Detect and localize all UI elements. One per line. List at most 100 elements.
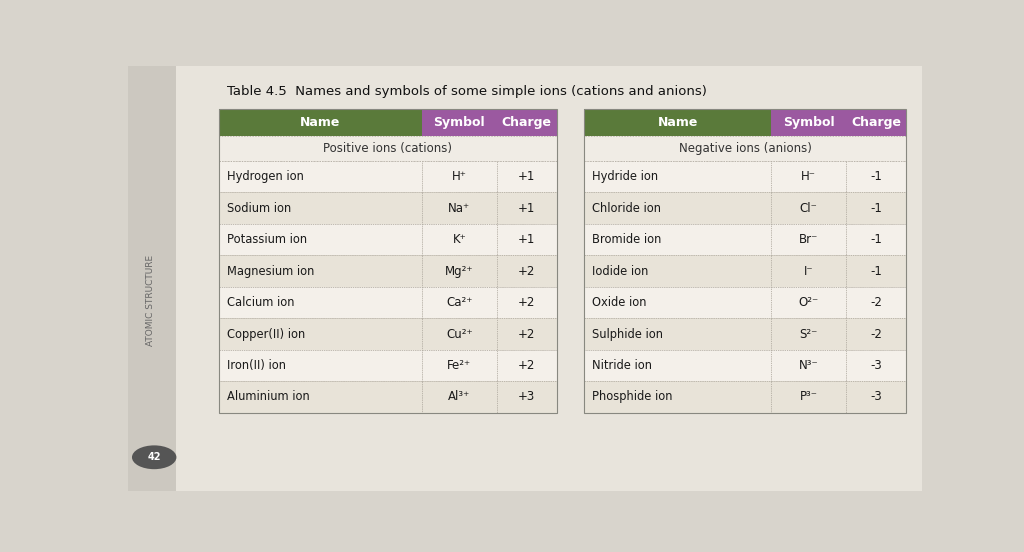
Text: -1: -1 (870, 201, 882, 215)
Text: +1: +1 (518, 170, 536, 183)
Text: Copper(II) ion: Copper(II) ion (227, 327, 305, 341)
Bar (771, 381, 846, 413)
Bar (585, 381, 771, 413)
Bar (771, 161, 846, 193)
Bar (219, 256, 422, 287)
Bar (846, 193, 905, 224)
Bar (771, 224, 846, 256)
Text: Al³⁺: Al³⁺ (449, 390, 470, 404)
Text: +2: +2 (518, 359, 536, 372)
Bar (585, 109, 905, 413)
Text: -1: -1 (870, 170, 882, 183)
Bar (585, 350, 771, 381)
Bar (585, 161, 771, 193)
Bar (771, 256, 846, 287)
Text: Nitride ion: Nitride ion (592, 359, 652, 372)
Text: +2: +2 (518, 327, 536, 341)
Bar (422, 224, 497, 256)
Text: ATOMIC STRUCTURE: ATOMIC STRUCTURE (145, 254, 155, 346)
Bar (497, 193, 557, 224)
Text: H⁻: H⁻ (801, 170, 816, 183)
Text: Symbol: Symbol (433, 116, 485, 129)
Text: Oxide ion: Oxide ion (592, 296, 647, 309)
Text: Cu²⁺: Cu²⁺ (446, 327, 473, 341)
Text: Bromide ion: Bromide ion (592, 233, 662, 246)
Text: +1: +1 (518, 233, 536, 246)
Bar (422, 319, 497, 350)
Bar (497, 350, 557, 381)
Bar (219, 193, 422, 224)
Bar (219, 224, 422, 256)
Bar (497, 256, 557, 287)
Text: Sulphide ion: Sulphide ion (592, 327, 664, 341)
Text: Name: Name (300, 116, 341, 129)
Text: Calcium ion: Calcium ion (227, 296, 295, 309)
Text: Table 4.5  Names and symbols of some simple ions (cations and anions): Table 4.5 Names and symbols of some simp… (227, 86, 708, 98)
Bar (585, 109, 771, 136)
Text: K⁺: K⁺ (453, 233, 466, 246)
Text: Phosphide ion: Phosphide ion (592, 390, 673, 404)
Bar (219, 319, 422, 350)
Bar (422, 350, 497, 381)
Bar (771, 319, 846, 350)
Circle shape (132, 445, 176, 469)
Bar (422, 381, 497, 413)
Bar (846, 109, 905, 136)
Text: Positive ions (cations): Positive ions (cations) (324, 142, 453, 155)
Text: N³⁻: N³⁻ (799, 359, 818, 372)
Bar (422, 109, 497, 136)
Text: 42: 42 (147, 452, 161, 462)
Bar (585, 319, 771, 350)
Text: Cl⁻: Cl⁻ (800, 201, 817, 215)
Bar (771, 109, 846, 136)
Text: Name: Name (657, 116, 697, 129)
Bar (497, 161, 557, 193)
Bar (128, 66, 176, 491)
Text: P³⁻: P³⁻ (800, 390, 817, 404)
Bar (585, 287, 771, 319)
Bar (422, 193, 497, 224)
Text: -1: -1 (870, 233, 882, 246)
Text: Hydrogen ion: Hydrogen ion (227, 170, 304, 183)
Text: Fe²⁺: Fe²⁺ (447, 359, 471, 372)
Text: Potassium ion: Potassium ion (227, 233, 307, 246)
Bar (219, 136, 557, 161)
Bar (771, 287, 846, 319)
Bar (846, 287, 905, 319)
Text: -3: -3 (870, 390, 882, 404)
Text: +2: +2 (518, 264, 536, 278)
Text: H⁺: H⁺ (452, 170, 467, 183)
Bar (219, 287, 422, 319)
Bar (846, 161, 905, 193)
Bar (585, 136, 905, 161)
Text: +3: +3 (518, 390, 536, 404)
Bar (846, 256, 905, 287)
Text: Mg²⁺: Mg²⁺ (445, 264, 473, 278)
Bar (846, 381, 905, 413)
Text: Ca²⁺: Ca²⁺ (446, 296, 472, 309)
Text: Magnesium ion: Magnesium ion (227, 264, 314, 278)
Bar (846, 350, 905, 381)
Text: Iron(II) ion: Iron(II) ion (227, 359, 286, 372)
Bar (585, 224, 771, 256)
Bar (219, 109, 557, 413)
Text: -1: -1 (870, 264, 882, 278)
Bar (422, 161, 497, 193)
Bar (497, 381, 557, 413)
Text: -2: -2 (870, 327, 882, 341)
Text: Iodide ion: Iodide ion (592, 264, 648, 278)
Text: Charge: Charge (502, 116, 552, 129)
Text: +1: +1 (518, 201, 536, 215)
Bar (497, 287, 557, 319)
Text: Charge: Charge (851, 116, 901, 129)
Bar (846, 224, 905, 256)
Text: -2: -2 (870, 296, 882, 309)
Text: Hydride ion: Hydride ion (592, 170, 658, 183)
Bar (219, 109, 422, 136)
Text: S²⁻: S²⁻ (800, 327, 818, 341)
Bar (585, 193, 771, 224)
Bar (422, 256, 497, 287)
Text: Negative ions (anions): Negative ions (anions) (679, 142, 811, 155)
Bar (585, 256, 771, 287)
Text: Sodium ion: Sodium ion (227, 201, 292, 215)
